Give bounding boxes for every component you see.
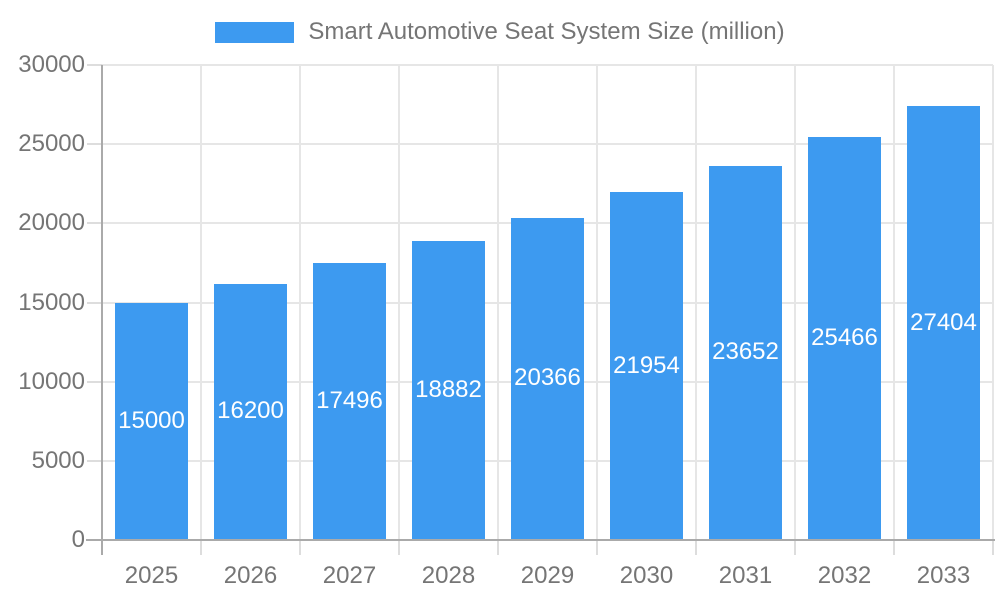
y-axis-tick: [87, 301, 102, 304]
y-axis-tick: [87, 64, 102, 66]
x-axis-tick: [893, 540, 895, 555]
gridline-vertical: [893, 65, 895, 540]
x-axis-label: 2029: [520, 562, 575, 589]
bar[interactable]: 16200: [214, 283, 287, 539]
x-axis-tick: [299, 540, 301, 555]
bar-value-label: 25466: [811, 323, 878, 351]
x-axis-tick: [497, 540, 499, 555]
x-axis-label: 2027: [322, 562, 377, 589]
x-axis-label: 2032: [817, 562, 872, 589]
gridline-vertical: [398, 65, 400, 540]
bar-value-label: 18882: [415, 376, 482, 403]
x-axis-tick: [200, 540, 202, 555]
gridline-vertical: [299, 65, 301, 540]
gridline-vertical: [992, 65, 994, 540]
y-axis-label: 15000: [18, 288, 85, 316]
y-axis-tick: [87, 222, 102, 225]
bar[interactable]: 25466: [808, 136, 881, 539]
bar-value-label: 15000: [118, 406, 185, 434]
gridline-vertical: [497, 65, 499, 540]
x-axis-tick: [596, 540, 598, 555]
bar-value-label: 23652: [712, 338, 779, 366]
x-axis-label: 2028: [421, 562, 476, 589]
y-axis-label: 20000: [18, 209, 85, 237]
bar[interactable]: 17496: [313, 262, 386, 539]
bar[interactable]: 15000: [115, 302, 188, 539]
gridline-vertical: [794, 65, 796, 540]
x-axis-tick: [695, 540, 697, 555]
x-axis-label: 2033: [916, 562, 971, 589]
gridline-vertical: [695, 65, 697, 540]
x-axis-line: [86, 539, 995, 541]
bar[interactable]: 20366: [511, 217, 584, 539]
x-axis-tick: [992, 540, 994, 555]
x-axis-label: 2030: [619, 562, 674, 589]
x-axis-tick: [398, 540, 400, 555]
bar-value-label: 27404: [910, 308, 977, 336]
legend-label: Smart Automotive Seat System Size (milli…: [308, 18, 785, 45]
x-axis-tick: [794, 540, 796, 555]
x-axis-label: 2025: [124, 562, 179, 589]
bar-value-label: 20366: [514, 364, 581, 392]
bar-value-label: 17496: [316, 386, 383, 414]
legend-swatch-icon[interactable]: [215, 21, 295, 43]
y-axis-label: 0: [71, 526, 85, 553]
y-axis-label: 5000: [31, 446, 85, 474]
gridline-horizontal: [102, 143, 993, 146]
y-axis-tick: [87, 143, 102, 146]
gridline-horizontal: [102, 64, 993, 66]
bar-value-label: 16200: [217, 397, 284, 425]
bar[interactable]: 27404: [907, 106, 980, 539]
bar[interactable]: 23652: [709, 165, 782, 539]
x-axis-label: 2031: [718, 562, 773, 589]
legend[interactable]: Smart Automotive Seat System Size (milli…: [0, 18, 1000, 46]
y-axis-tick: [87, 380, 102, 383]
y-axis-tick: [87, 459, 102, 462]
bar[interactable]: 18882: [412, 241, 485, 539]
bar-value-label: 21954: [613, 351, 680, 379]
gridline-vertical: [200, 65, 202, 540]
x-axis-label: 2026: [223, 562, 278, 589]
bar[interactable]: 21954: [610, 192, 683, 539]
y-axis-label: 30000: [18, 51, 85, 78]
y-axis-label: 10000: [18, 367, 85, 395]
gridline-vertical: [596, 65, 598, 540]
y-axis-line: [101, 65, 103, 555]
y-axis-label: 25000: [18, 130, 85, 158]
